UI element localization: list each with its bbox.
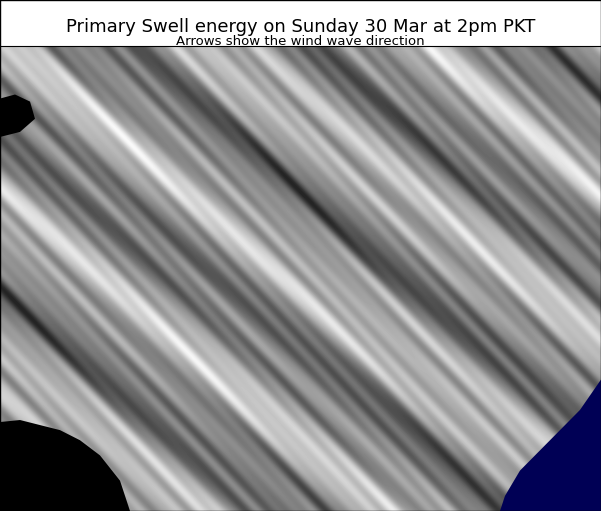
Text: Arrows show the wind wave direction: Arrows show the wind wave direction xyxy=(176,35,425,48)
Polygon shape xyxy=(0,420,130,511)
Polygon shape xyxy=(500,380,601,511)
Text: Primary Swell energy on Sunday 30 Mar at 2pm PKT: Primary Swell energy on Sunday 30 Mar at… xyxy=(66,18,535,36)
Polygon shape xyxy=(0,95,35,137)
